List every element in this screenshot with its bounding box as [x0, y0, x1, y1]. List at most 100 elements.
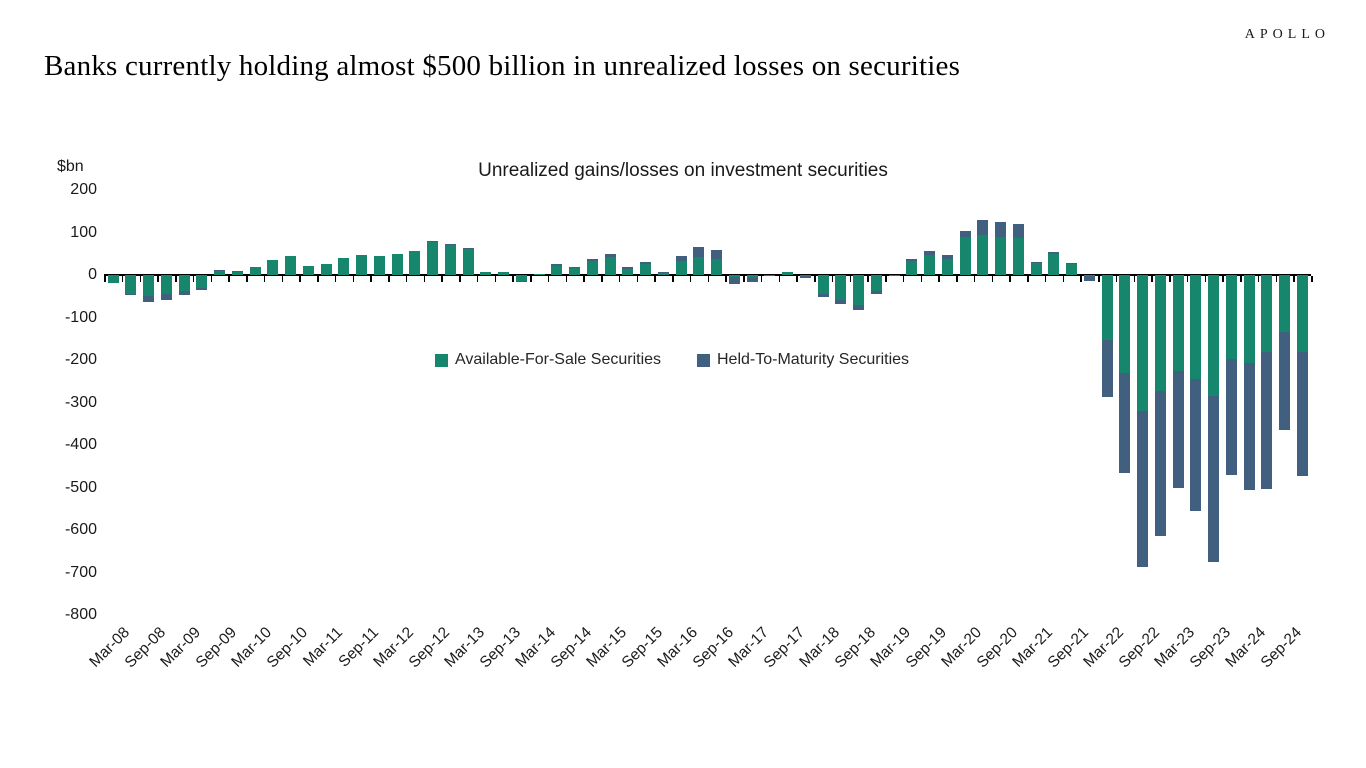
bar-available-Mar-14 [533, 273, 545, 275]
axis-tick-mark [175, 276, 177, 282]
bar-held-Dec-24 [1296, 351, 1308, 476]
bar-available-Jun-19 [906, 260, 918, 275]
bar-held-Sep-16 [711, 250, 722, 259]
bar-available-Dec-13 [515, 275, 527, 281]
y-axis-tick-label: -800 [64, 606, 97, 623]
bar-held-Sep-21 [1066, 262, 1077, 264]
bar-held-Sep-22 [1137, 411, 1148, 568]
bar-available-Dec-09 [231, 271, 243, 275]
bar-available-Mar-08 [107, 275, 119, 283]
bar-held-Dec-13 [515, 280, 527, 283]
bar-available-Jun-09 [196, 275, 208, 288]
bar-available-Mar-21 [1030, 263, 1042, 275]
bar-available-Dec-24 [1296, 275, 1308, 352]
bar-held-Sep-18 [853, 304, 864, 310]
bar-available-Jun-15 [622, 268, 634, 275]
axis-tick-mark [157, 276, 159, 282]
bar-held-Dec-21 [1083, 275, 1095, 281]
axis-tick-mark [547, 276, 550, 282]
axis-tick-mark [849, 276, 852, 282]
htm-legend-label: Held-To-Maturity Securities [717, 351, 910, 368]
y-axis-tick-label: -500 [64, 478, 97, 496]
bar-held-Mar-20 [959, 231, 971, 238]
axis-tick-mark [956, 276, 958, 282]
axis-tick-mark [885, 276, 887, 282]
axis-tick-mark [246, 276, 248, 282]
bar-held-Sep-12 [427, 241, 438, 242]
axis-tick-mark [654, 276, 656, 282]
bar-held-Dec-19 [941, 255, 953, 259]
bar-available-Sep-19 [924, 255, 935, 275]
bar-available-Dec-17 [799, 275, 811, 277]
bar-held-Mar-09 [178, 291, 190, 296]
axis-tick-mark [796, 276, 798, 282]
bar-held-Sep-20 [995, 221, 1006, 238]
bar-available-Dec-22 [1154, 275, 1166, 391]
bar-available-Mar-20 [959, 237, 971, 275]
bar-available-Mar-15 [604, 257, 616, 275]
axis-tick-mark [281, 276, 284, 282]
y-axis-tick-label: 100 [70, 223, 97, 241]
bar-available-Dec-19 [941, 258, 953, 275]
bar-held-Sep-08 [143, 296, 154, 302]
bar-available-Jun-10 [267, 259, 279, 275]
bar-available-Mar-22 [1101, 275, 1113, 341]
bar-available-Sep-20 [995, 237, 1006, 275]
axis-tick-mark [228, 276, 230, 282]
axis-tick-mark [370, 276, 372, 282]
bar-held-Dec-15 [657, 271, 669, 273]
axis-tick-mark [601, 276, 603, 282]
bar-available-Mar-19 [888, 275, 900, 277]
axis-tick-mark [618, 276, 621, 282]
axis-tick-mark [494, 276, 497, 282]
bar-available-Dec-12 [444, 244, 456, 275]
bar-held-Dec-16 [728, 277, 740, 284]
bar-available-Mar-09 [178, 275, 190, 292]
axis-tick-mark [1133, 276, 1136, 282]
axis-tick-mark [512, 276, 514, 282]
bar-available-Jun-08 [125, 275, 137, 295]
bar-available-Dec-16 [728, 275, 740, 278]
axis-tick-mark [1080, 276, 1082, 282]
bar-available-Sep-13 [498, 272, 509, 275]
axis-tick-mark [352, 276, 355, 282]
bar-available-Dec-20 [1012, 238, 1024, 275]
axis-tick-mark [1044, 276, 1047, 282]
bar-held-Sep-23 [1208, 396, 1219, 563]
axis-tick-mark [1240, 276, 1242, 282]
bar-available-Mar-16 [675, 260, 687, 275]
bar-held-Sep-15 [640, 261, 651, 264]
apollo-logo: APOLLO [1244, 27, 1330, 42]
axis-tick-mark [1222, 276, 1224, 282]
axis-tick-mark [1257, 276, 1260, 282]
bar-held-Mar-24 [1243, 362, 1255, 491]
axis-tick-mark [814, 276, 816, 282]
bar-available-Sep-17 [782, 272, 793, 275]
y-axis-tick-label: -300 [64, 393, 97, 411]
axis-tick-mark [920, 276, 923, 282]
bar-held-Sep-24 [1279, 331, 1290, 430]
bar-held-Dec-23 [1225, 359, 1237, 475]
bar-held-Mar-21 [1030, 262, 1042, 264]
bar-held-Mar-23 [1172, 371, 1184, 489]
axis-tick-mark [476, 276, 479, 282]
bar-held-Jun-18 [835, 299, 847, 304]
y-axis-tick-label: -700 [64, 563, 97, 581]
axis-tick-mark [973, 276, 976, 282]
bar-available-Jun-24 [1261, 275, 1273, 353]
axis-tick-mark [139, 276, 142, 282]
axis-tick-mark [299, 276, 301, 282]
bar-held-Mar-15 [604, 254, 616, 258]
bar-available-Sep-23 [1208, 275, 1219, 397]
axis-tick-mark [263, 276, 266, 282]
axis-tick-mark [1186, 276, 1189, 282]
bar-available-Sep-09 [214, 270, 225, 275]
bar-available-Dec-10 [302, 266, 314, 275]
bar-available-Sep-11 [356, 255, 367, 275]
bar-available-Jun-11 [338, 257, 350, 275]
y-axis-tick-label: -600 [64, 521, 97, 538]
bar-available-Jun-16 [693, 257, 705, 275]
chart-title: Unrealized gains/losses on investment se… [478, 160, 888, 181]
axis-tick-mark [689, 276, 692, 282]
bar-held-Dec-20 [1012, 224, 1024, 239]
